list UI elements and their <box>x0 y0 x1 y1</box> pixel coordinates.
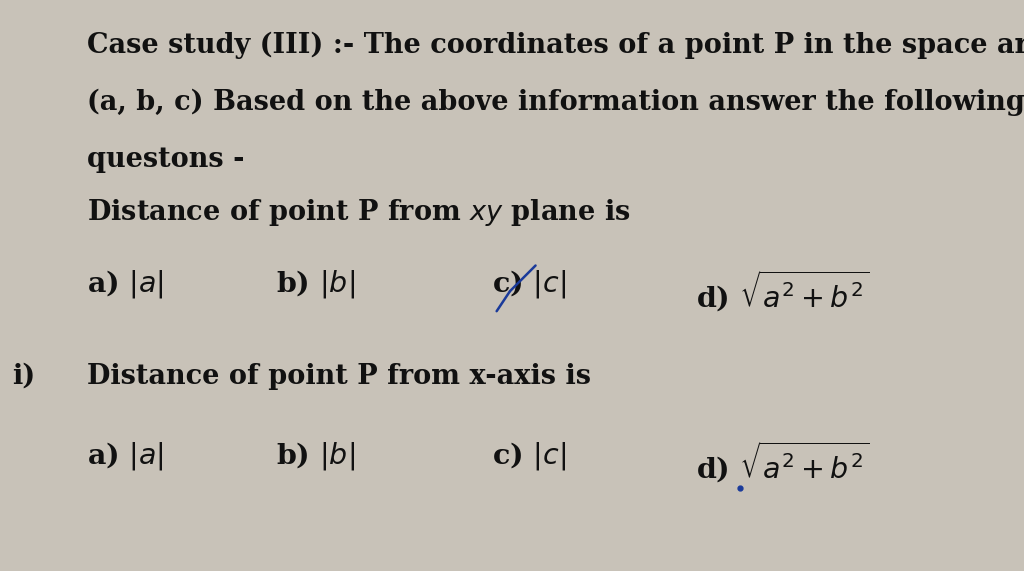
Text: a) $|a|$: a) $|a|$ <box>87 268 164 300</box>
Text: d) $\sqrt{a^2+b^2}$: d) $\sqrt{a^2+b^2}$ <box>696 268 869 314</box>
Text: Case study (III) :- The coordinates of a point P in the space are: Case study (III) :- The coordinates of a… <box>87 31 1024 59</box>
Text: a) $|a|$: a) $|a|$ <box>87 440 164 472</box>
Text: d) $\sqrt{a^2+b^2}$: d) $\sqrt{a^2+b^2}$ <box>696 440 869 485</box>
Text: b) $|b|$: b) $|b|$ <box>276 268 355 300</box>
Text: b) $|b|$: b) $|b|$ <box>276 440 355 472</box>
Text: c) $|c|$: c) $|c|$ <box>492 268 565 300</box>
Text: i): i) <box>12 363 36 389</box>
Text: questons -: questons - <box>87 146 245 172</box>
Text: Distance of point P from x-axis is: Distance of point P from x-axis is <box>87 363 591 389</box>
Text: (a, b, c) Based on the above information answer the following: (a, b, c) Based on the above information… <box>87 89 1024 116</box>
Text: Distance of point P from $xy$ plane is: Distance of point P from $xy$ plane is <box>87 197 631 228</box>
Text: c) $|c|$: c) $|c|$ <box>492 440 565 472</box>
